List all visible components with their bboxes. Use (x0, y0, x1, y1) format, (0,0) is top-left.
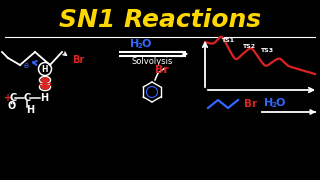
Text: H: H (40, 93, 48, 103)
Text: H: H (42, 64, 48, 73)
Text: O: O (8, 101, 16, 111)
Ellipse shape (41, 77, 50, 83)
Text: TS1: TS1 (221, 38, 234, 43)
Ellipse shape (41, 84, 50, 90)
Text: TS3: TS3 (260, 48, 273, 53)
Text: +: + (4, 93, 12, 103)
Text: Solvolysis: Solvolysis (131, 57, 173, 66)
Text: C: C (24, 93, 31, 103)
Text: e: e (24, 60, 29, 69)
Text: Br: Br (72, 55, 84, 65)
Text: H: H (264, 98, 273, 108)
Text: 2: 2 (271, 102, 276, 108)
Text: Br: Br (244, 99, 257, 109)
Text: H: H (130, 39, 139, 49)
Text: H: H (26, 105, 34, 115)
Text: 2: 2 (137, 43, 142, 49)
Text: Br: Br (155, 65, 169, 75)
Text: SN1 Reactions: SN1 Reactions (59, 8, 261, 32)
Text: -: - (27, 64, 29, 69)
Text: TS2: TS2 (242, 44, 255, 49)
Text: O: O (141, 39, 150, 49)
Text: O: O (275, 98, 284, 108)
Text: C: C (9, 93, 16, 103)
